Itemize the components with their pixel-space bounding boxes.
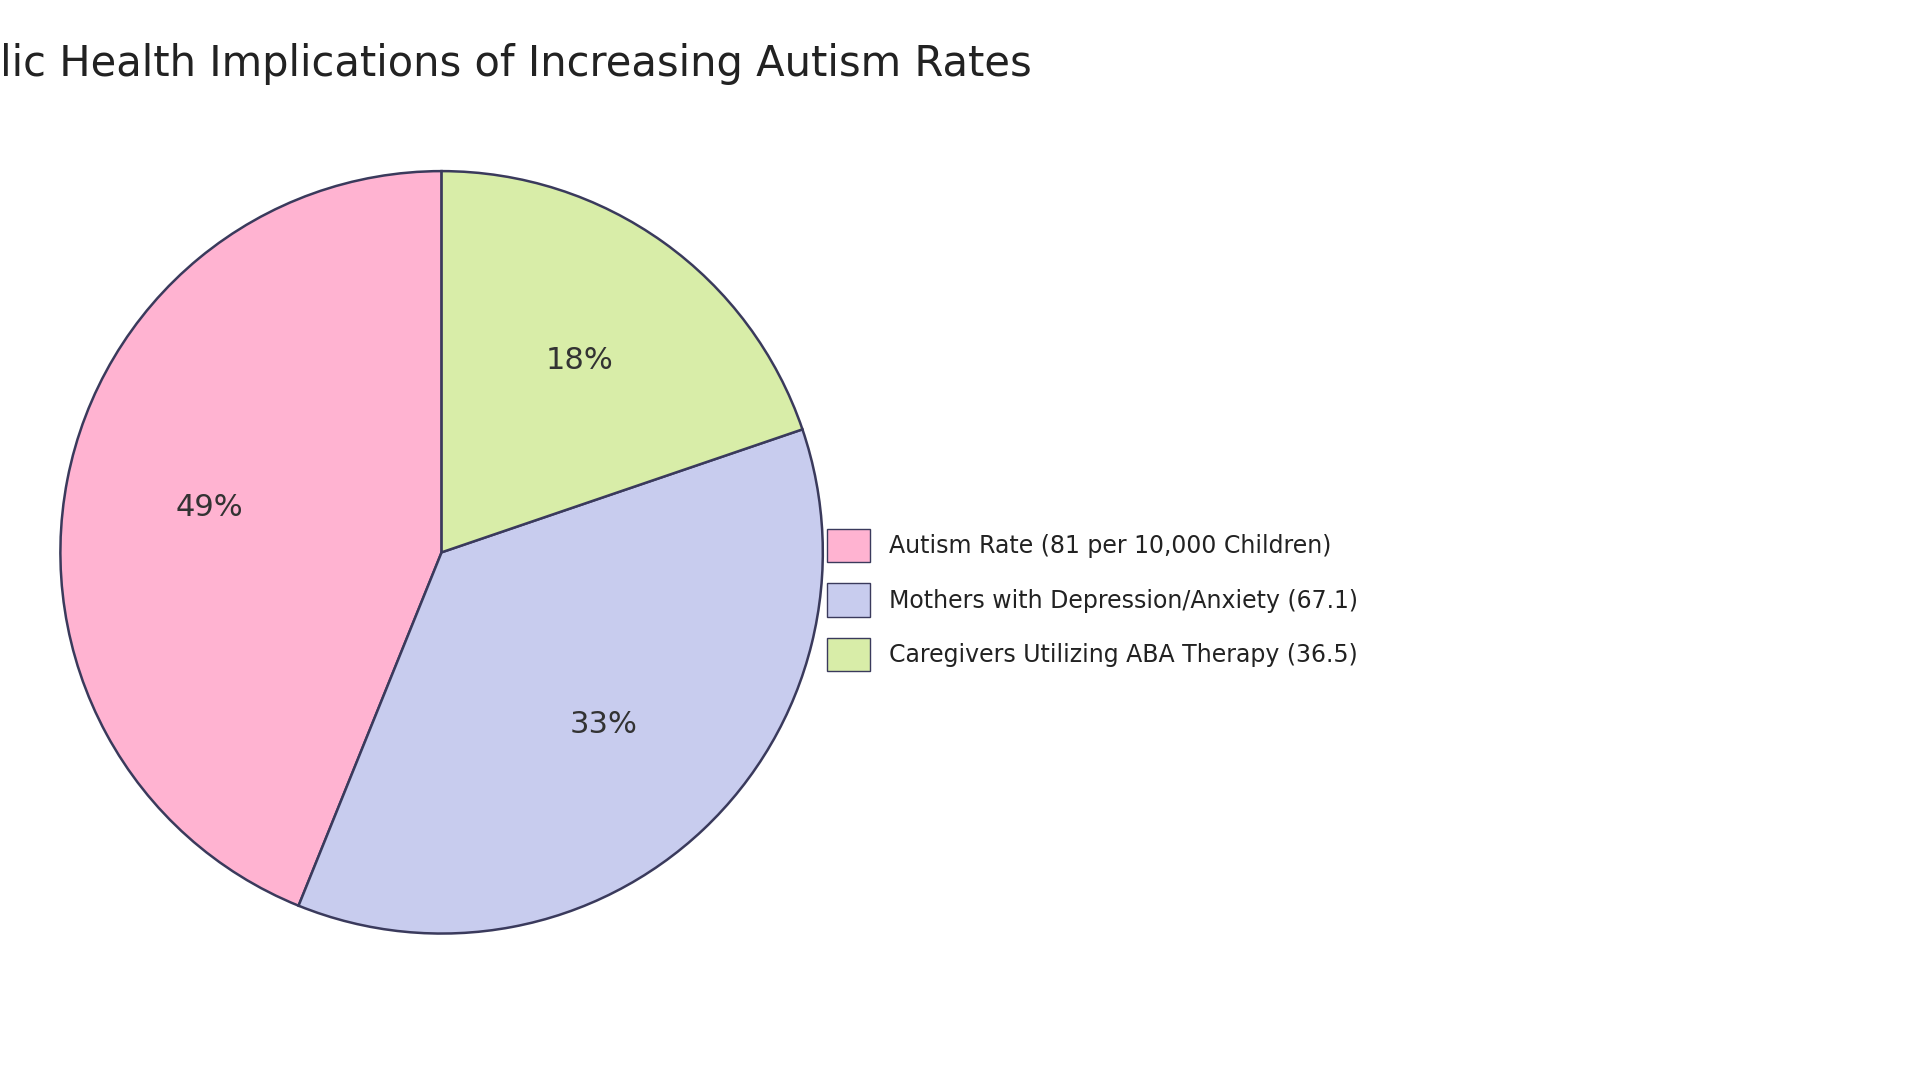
- Text: 18%: 18%: [545, 345, 612, 375]
- Text: Public Health Implications of Increasing Autism Rates: Public Health Implications of Increasing…: [0, 43, 1031, 86]
- Wedge shape: [300, 429, 824, 934]
- Wedge shape: [442, 171, 803, 552]
- Text: 33%: 33%: [570, 709, 637, 739]
- Legend: Autism Rate (81 per 10,000 Children), Mothers with Depression/Anxiety (67.1), Ca: Autism Rate (81 per 10,000 Children), Mo…: [816, 517, 1369, 683]
- Text: 49%: 49%: [177, 493, 244, 522]
- Wedge shape: [60, 171, 442, 905]
